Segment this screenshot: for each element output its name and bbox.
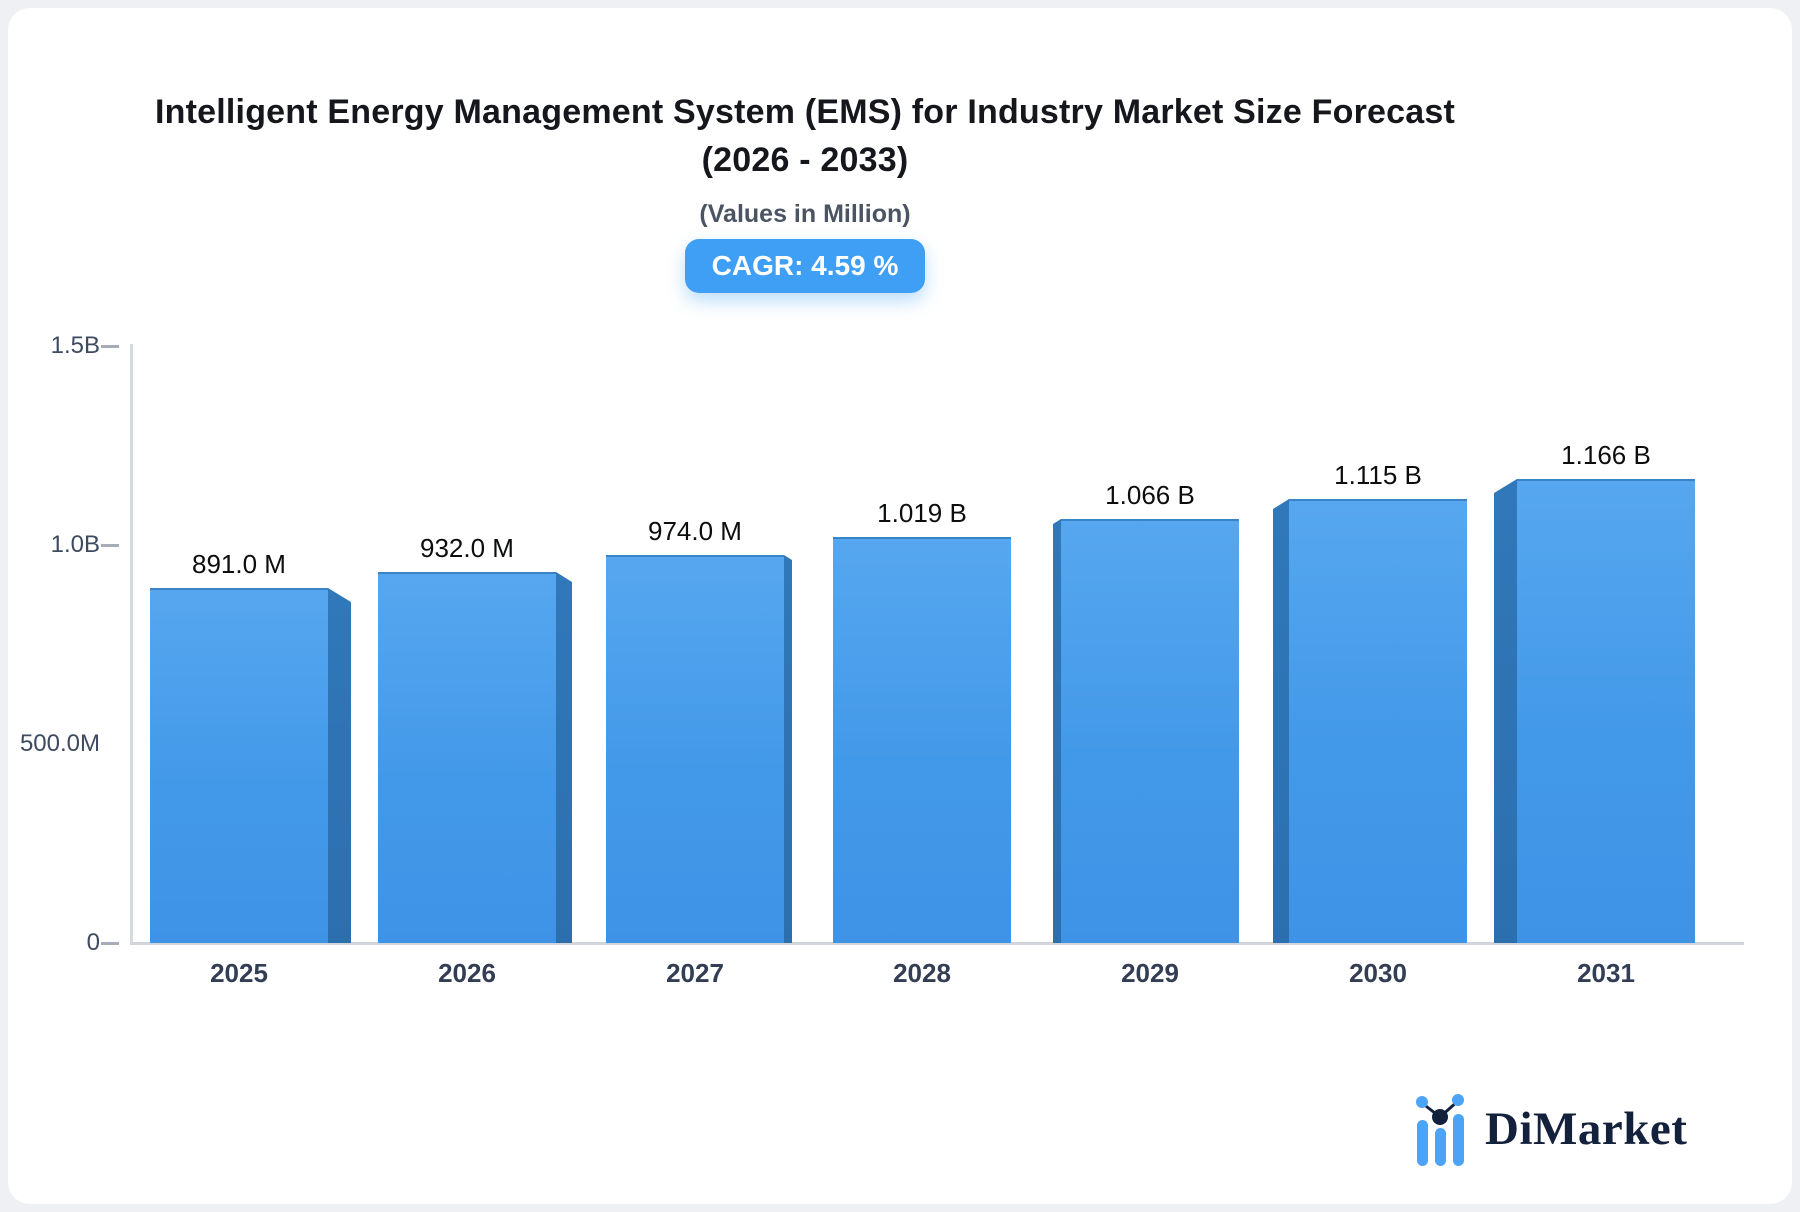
x-axis-label: 2030 xyxy=(1349,958,1407,988)
y-axis-tick-label: 1.5B xyxy=(50,332,100,359)
bar-value-label: 891.0 M xyxy=(192,549,286,579)
chart-title-line2: (2026 - 2033) xyxy=(701,141,909,179)
bar xyxy=(833,537,1011,943)
bar xyxy=(1289,499,1467,943)
y-axis-tick-mark xyxy=(101,345,119,348)
y-axis-tick-mark xyxy=(101,942,119,945)
bar-side-face xyxy=(784,555,792,943)
bar xyxy=(1061,519,1239,943)
bar-side-face xyxy=(556,572,572,943)
chart-title-line1: Intelligent Energy Management System (EM… xyxy=(155,93,1455,131)
bar-side-face xyxy=(1053,519,1061,943)
bar-side-face xyxy=(1494,479,1517,943)
x-axis-label: 2028 xyxy=(893,958,951,988)
x-axis-line xyxy=(130,942,1744,945)
chart-subtitle: (Values in Million) xyxy=(699,200,911,228)
x-axis-label: 2025 xyxy=(210,958,268,988)
y-axis-tick-label: 1.0B xyxy=(50,531,100,558)
bar-line-chart-logo-icon xyxy=(1416,1094,1464,1166)
y-axis-tick-mark xyxy=(101,544,119,547)
cagr-badge: CAGR: 4.59 % xyxy=(684,239,926,293)
bar-value-label: 932.0 M xyxy=(420,533,514,563)
bar-value-label: 1.019 B xyxy=(877,498,967,528)
bar xyxy=(150,588,328,943)
y-axis-tick-label: 0 xyxy=(86,929,100,956)
dimarket-logo: DiMarket xyxy=(1415,1092,1687,1166)
x-axis-label: 2031 xyxy=(1577,958,1635,988)
y-axis-line xyxy=(130,344,133,945)
chart-header: Intelligent Energy Management System (EM… xyxy=(0,88,1610,293)
x-axis-label: 2029 xyxy=(1121,958,1179,988)
bar-side-face xyxy=(328,588,351,943)
bar-value-label: 1.066 B xyxy=(1105,480,1195,510)
bar xyxy=(378,572,556,943)
bar-side-face xyxy=(1273,499,1289,943)
bar xyxy=(1517,479,1695,943)
x-axis-label: 2027 xyxy=(666,958,724,988)
logo-text: DiMarket xyxy=(1485,1103,1688,1155)
y-axis-tick-label: 500.0M xyxy=(19,730,100,757)
bar xyxy=(606,555,784,943)
bar-value-label: 974.0 M xyxy=(648,516,742,546)
bar-value-label: 1.115 B xyxy=(1334,460,1422,490)
bar-value-label: 1.166 B xyxy=(1561,440,1651,470)
x-axis-label: 2026 xyxy=(438,958,496,988)
